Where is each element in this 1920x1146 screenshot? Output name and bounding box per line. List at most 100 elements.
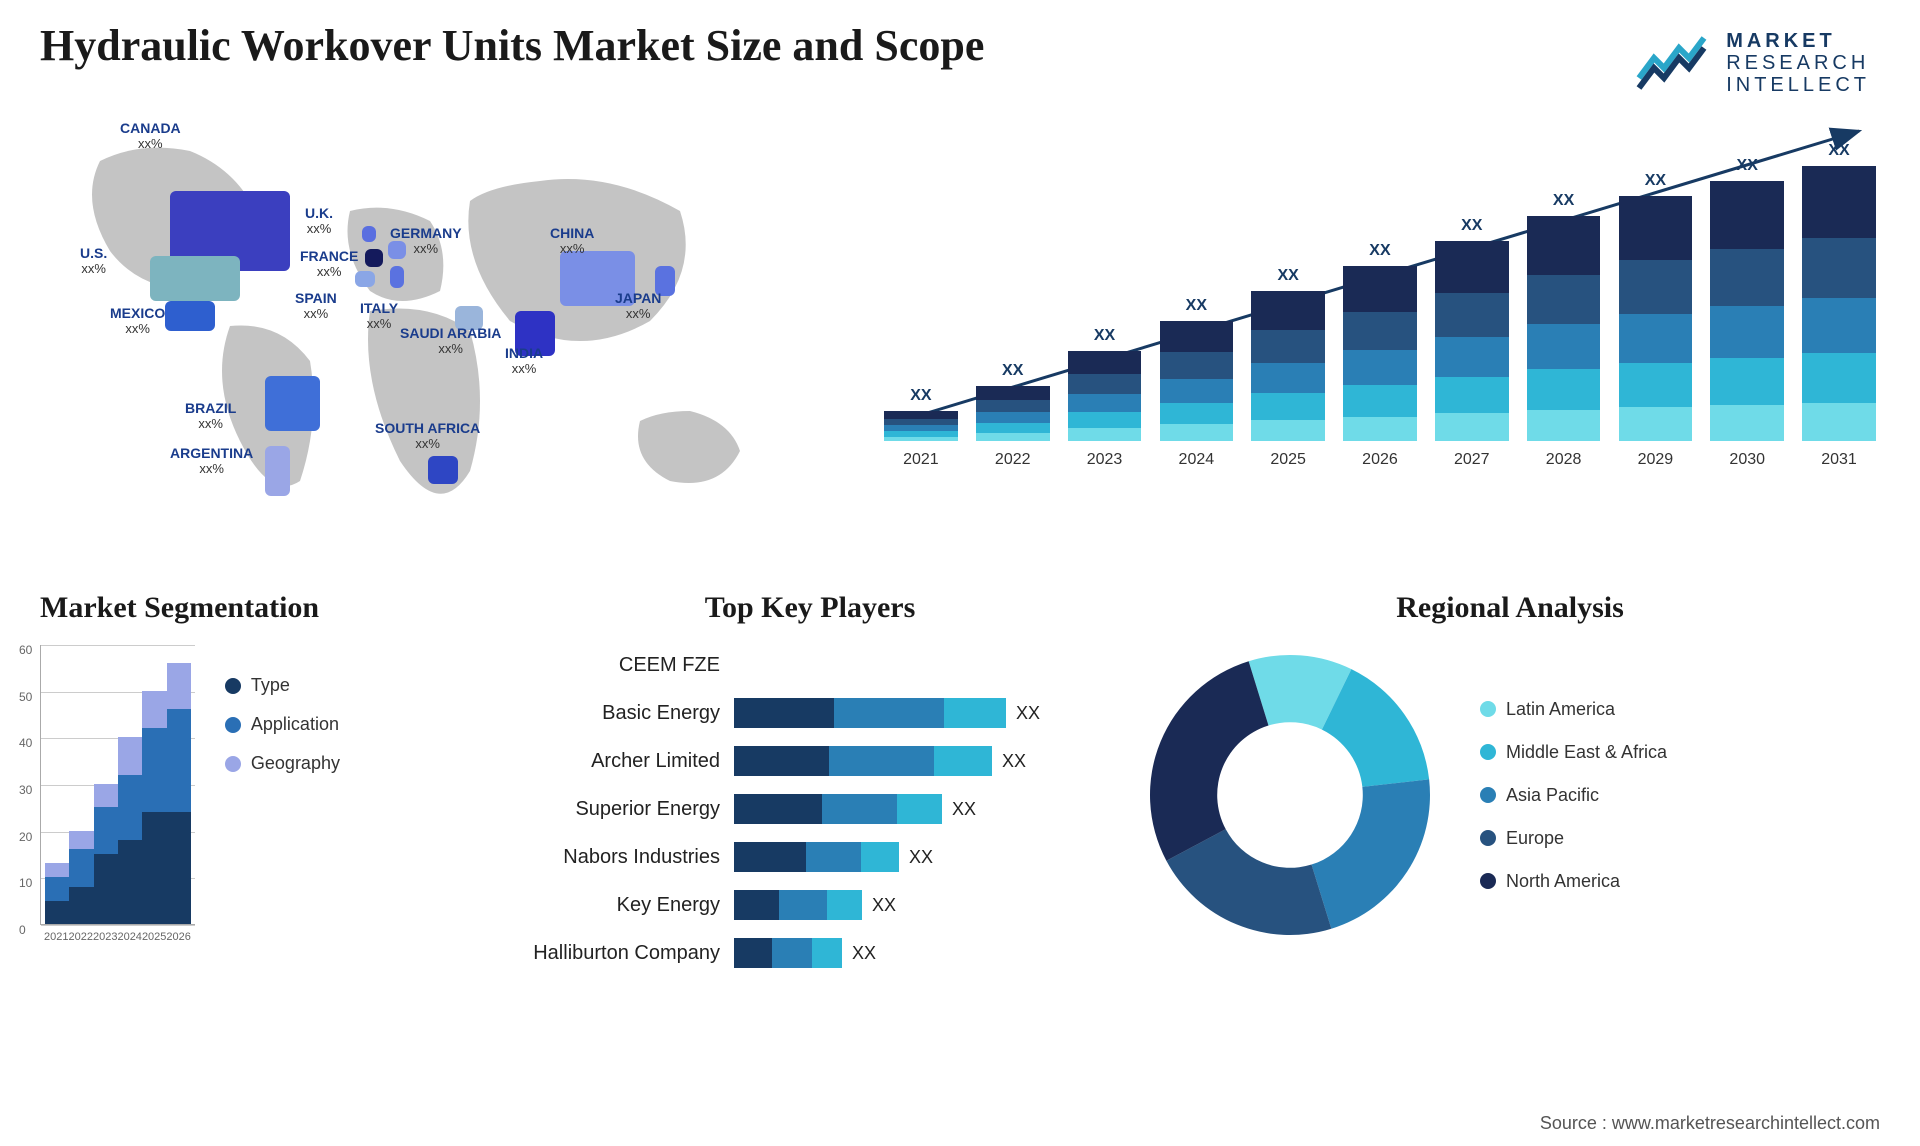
growth-bar-year: 2023 [1064, 451, 1146, 469]
growth-bar-value: XX [1828, 142, 1849, 160]
growth-bar-value: XX [1369, 242, 1390, 260]
growth-bar: XX [1431, 217, 1513, 441]
growth-bar-value: XX [1094, 327, 1115, 345]
map-country-label: ITALYxx% [360, 301, 398, 332]
seg-legend-item: Application [225, 714, 340, 735]
growth-bar-value: XX [1737, 157, 1758, 175]
growth-bar: XX [1798, 142, 1880, 441]
seg-legend-item: Type [225, 675, 340, 696]
seg-bar [45, 863, 69, 924]
segmentation-bar-chart: 0102030405060 [40, 645, 195, 925]
seg-ytick: 0 [19, 923, 26, 937]
growth-bar-year: 2031 [1798, 451, 1880, 469]
player-name: Archer Limited [530, 750, 720, 773]
source-line: Source : www.marketresearchintellect.com [1540, 1113, 1880, 1134]
player-name: Superior Energy [530, 798, 720, 821]
growth-bar-value: XX [1277, 267, 1298, 285]
regional-title: Regional Analysis [1140, 591, 1880, 625]
map-country-label: SAUDI ARABIAxx% [400, 326, 501, 357]
growth-bar: XX [972, 362, 1054, 441]
seg-xlabel: 2022 [68, 931, 92, 943]
seg-ytick: 10 [19, 876, 32, 890]
growth-bar-year: 2030 [1706, 451, 1788, 469]
growth-bar-year: 2028 [1523, 451, 1605, 469]
growth-bar: XX [880, 387, 962, 441]
player-name: Halliburton Company [530, 942, 720, 965]
player-value: XX [909, 847, 933, 868]
regional-legend-item: Asia Pacific [1480, 785, 1667, 806]
key-players-panel: Top Key Players CEEM FZEBasic EnergyXXAr… [530, 591, 1090, 1011]
seg-xlabel: 2024 [117, 931, 141, 943]
map-country-label: ARGENTINAxx% [170, 446, 253, 477]
growth-bar-value: XX [1553, 192, 1574, 210]
player-bar [734, 938, 842, 968]
player-row: Halliburton Company XX [530, 933, 1090, 973]
logo-line2: RESEARCH [1726, 52, 1870, 74]
key-players-title: Top Key Players [530, 591, 1090, 625]
growth-bar-value: XX [1461, 217, 1482, 235]
growth-bar: XX [1064, 327, 1146, 441]
map-country-label: INDIAxx% [505, 346, 543, 377]
player-row: Archer LimitedXX [530, 741, 1090, 781]
player-row: CEEM FZE [530, 645, 1090, 685]
regional-analysis-panel: Regional Analysis Latin America Middle Ea… [1140, 591, 1880, 1011]
player-bar [734, 890, 862, 920]
page-title: Hydraulic Workover Units Market Size and… [40, 20, 1880, 71]
growth-bar-year: 2022 [972, 451, 1054, 469]
map-country-label: CANADAxx% [120, 121, 181, 152]
player-bar [734, 746, 992, 776]
seg-xlabel: 2025 [142, 931, 166, 943]
regional-legend-item: Latin America [1480, 699, 1667, 720]
regional-legend-item: Europe [1480, 828, 1667, 849]
growth-bar-year: 2021 [880, 451, 962, 469]
seg-bar [142, 691, 166, 924]
player-name: Basic Energy [530, 702, 720, 725]
growth-bar-year: 2026 [1339, 451, 1421, 469]
growth-bar-year: 2024 [1155, 451, 1237, 469]
growth-bar-year: 2029 [1615, 451, 1697, 469]
growth-bar: XX [1706, 157, 1788, 441]
map-country-label: SPAINxx% [295, 291, 337, 322]
growth-bar-year: 2027 [1431, 451, 1513, 469]
seg-ytick: 20 [19, 830, 32, 844]
map-country-label: BRAZILxx% [185, 401, 236, 432]
player-row: Nabors Industries XX [530, 837, 1090, 877]
growth-bar: XX [1615, 172, 1697, 441]
seg-bar [94, 784, 118, 924]
player-bar [734, 842, 899, 872]
seg-bar [167, 663, 191, 924]
seg-ytick: 30 [19, 783, 32, 797]
regional-donut-chart [1140, 645, 1440, 945]
player-row: Key Energy XX [530, 885, 1090, 925]
regional-legend-item: North America [1480, 871, 1667, 892]
player-row: Basic EnergyXX [530, 693, 1090, 733]
logo-mark-icon [1634, 33, 1714, 93]
player-value: XX [852, 943, 876, 964]
map-country-label: JAPANxx% [615, 291, 661, 322]
seg-legend-item: Geography [225, 753, 340, 774]
map-country-label: MEXICOxx% [110, 306, 165, 337]
seg-ytick: 60 [19, 643, 32, 657]
seg-xlabel: 2023 [93, 931, 117, 943]
player-value: XX [872, 895, 896, 916]
player-value: XX [952, 799, 976, 820]
player-row: Superior Energy XX [530, 789, 1090, 829]
player-bar [734, 698, 1006, 728]
player-name: CEEM FZE [530, 654, 720, 677]
map-country-label: U.S.xx% [80, 246, 107, 277]
seg-bar [69, 831, 93, 924]
growth-bar-value: XX [1186, 297, 1207, 315]
player-name: Nabors Industries [530, 846, 720, 869]
player-name: Key Energy [530, 894, 720, 917]
brand-logo: MARKET RESEARCH INTELLECT [1634, 30, 1870, 96]
growth-bar-year: 2025 [1247, 451, 1329, 469]
logo-line3: INTELLECT [1726, 74, 1870, 96]
growth-bar-chart: XX XX XX XX XX XX XX XX XX XX XX 2021 2022 2023 2024 2… [880, 101, 1880, 541]
regional-legend-item: Middle East & Africa [1480, 742, 1667, 763]
map-country-label: GERMANYxx% [390, 226, 462, 257]
seg-xlabel: 2021 [44, 931, 68, 943]
seg-xlabel: 2026 [166, 931, 190, 943]
seg-ytick: 50 [19, 690, 32, 704]
map-country-label: SOUTH AFRICAxx% [375, 421, 480, 452]
growth-bar-value: XX [910, 387, 931, 405]
